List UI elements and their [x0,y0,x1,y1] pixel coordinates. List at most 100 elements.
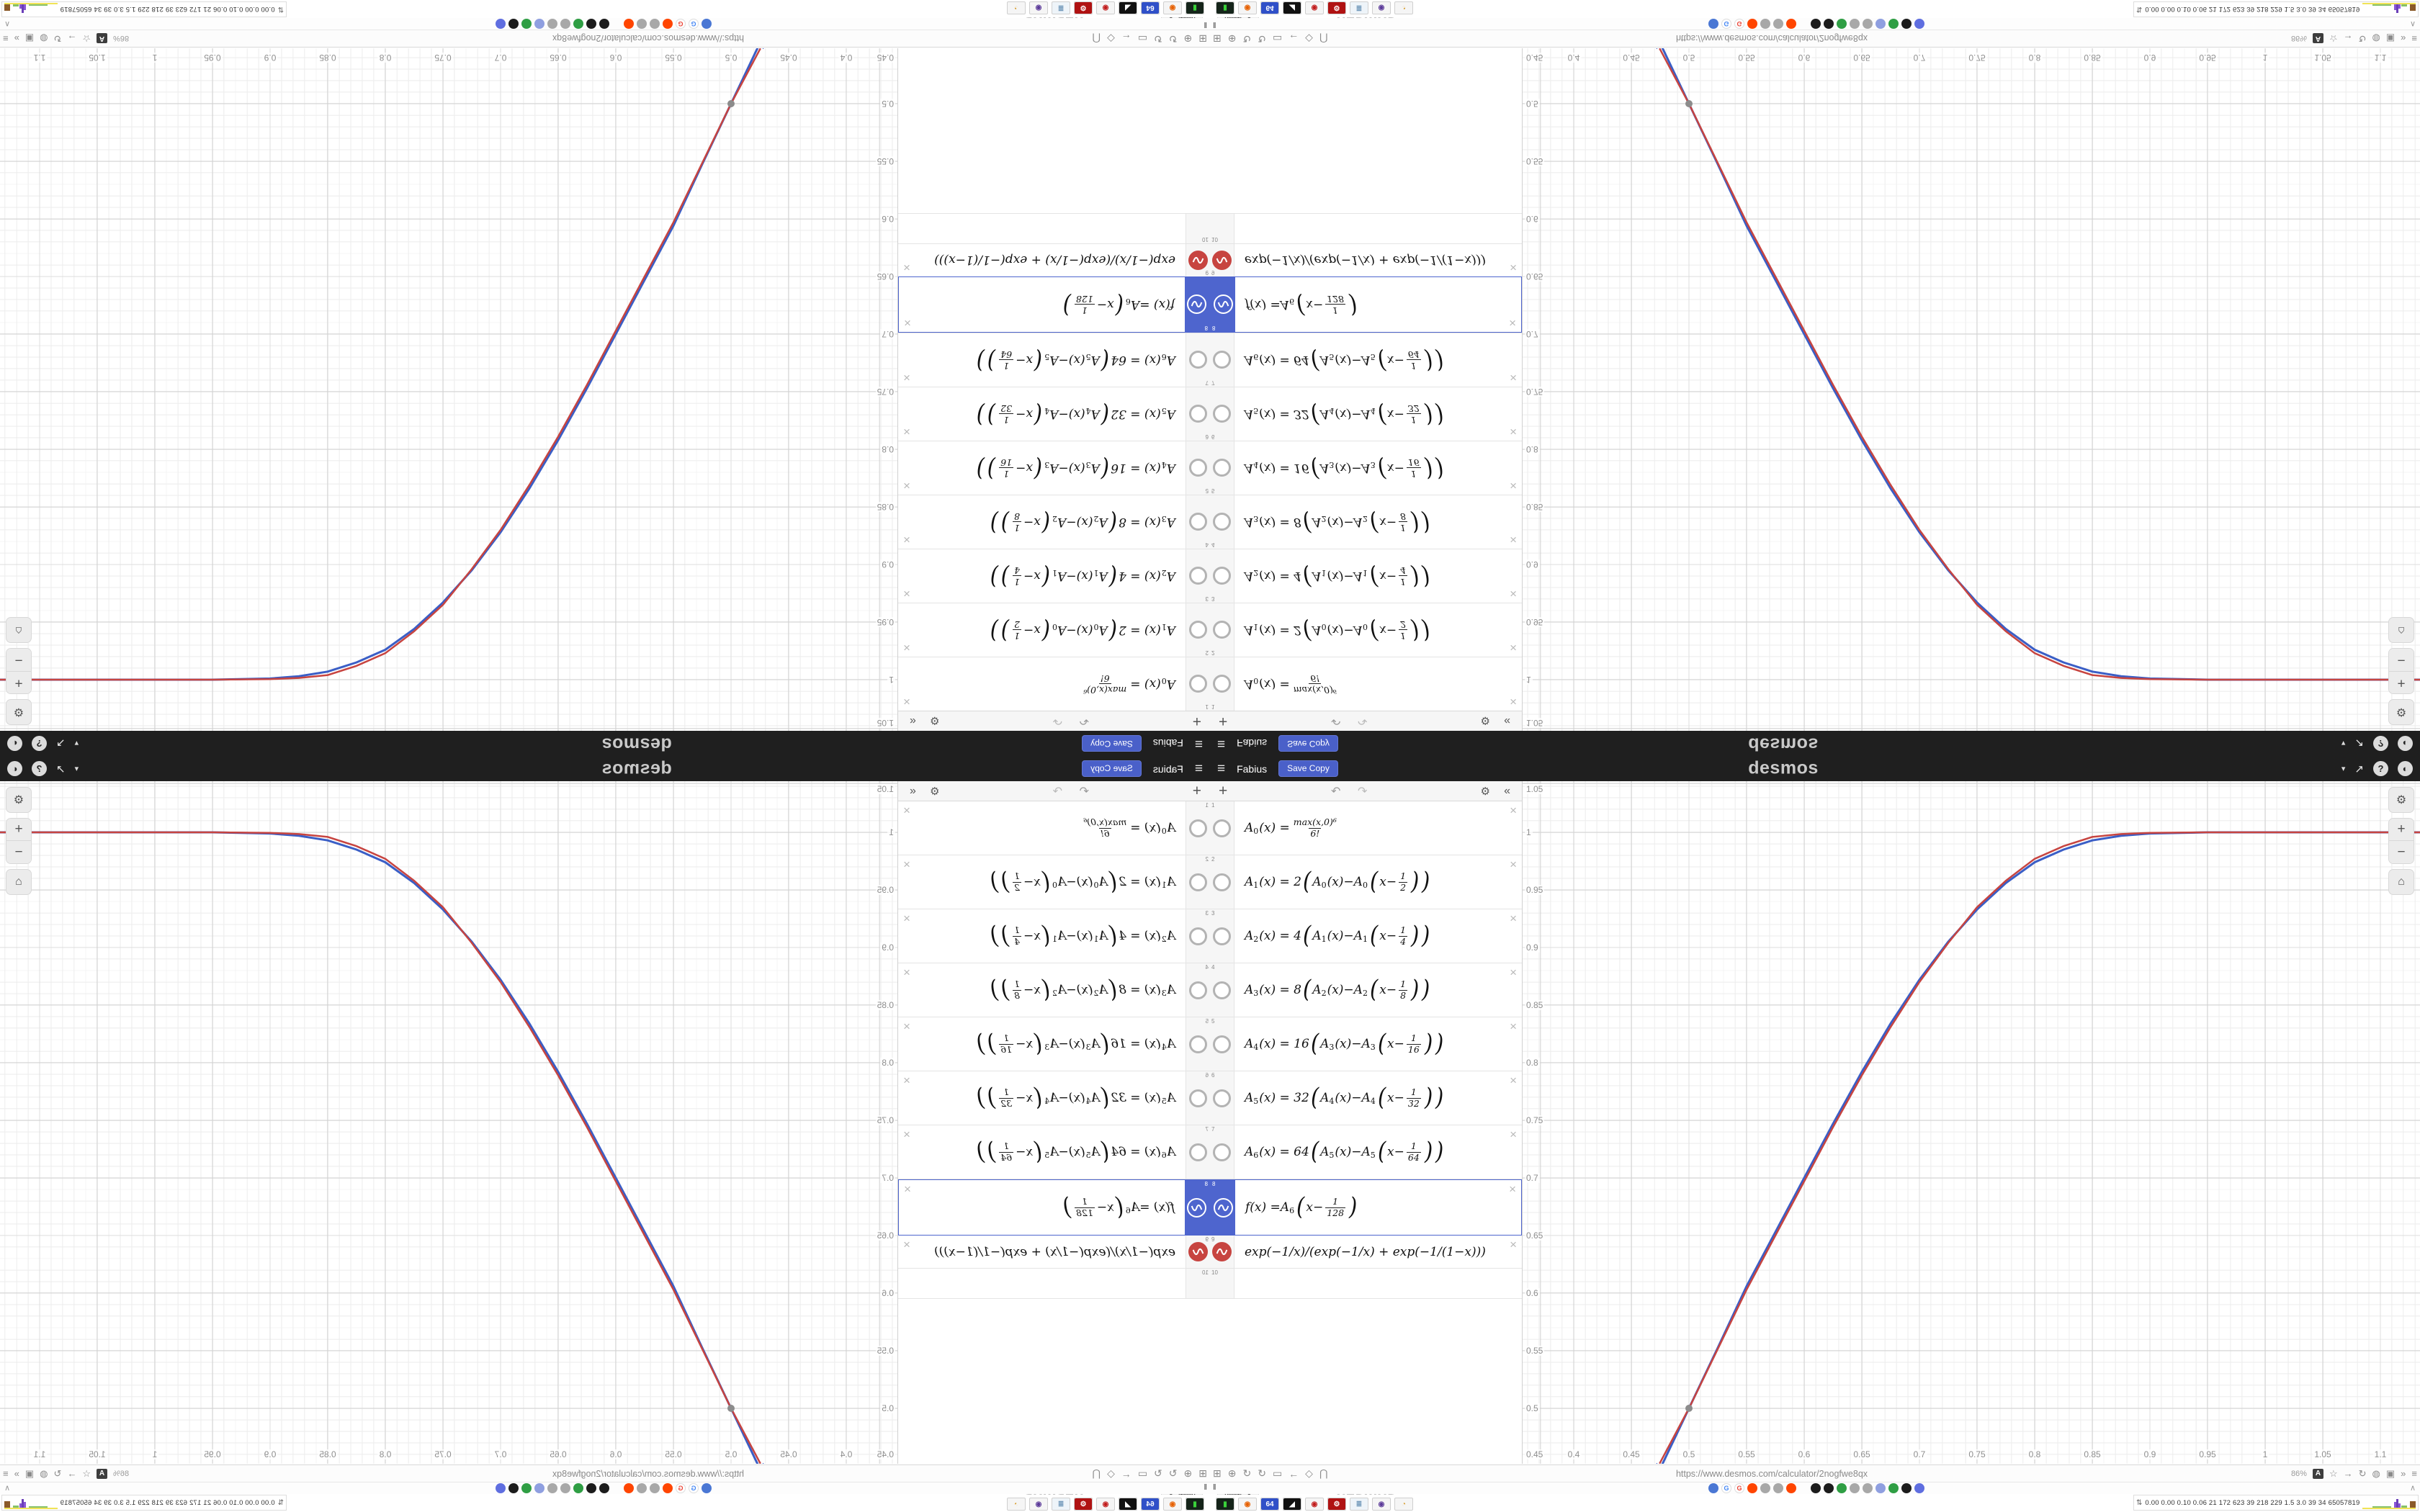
overflow-chevrons-icon[interactable]: » [14,1468,19,1479]
delete-expression-icon[interactable]: × [1510,261,1517,274]
forward-icon[interactable]: → [67,1468,77,1479]
notepad-app-icon[interactable]: ≣ [1052,1498,1070,1511]
firefox-app-icon[interactable]: ◉ [1238,1498,1257,1511]
list-settings-icon[interactable]: ⚙ [930,714,940,727]
expression-row[interactable]: 1 A 0 (x) = max(x,0)⁶ 6! × [898,657,1210,711]
expression-content[interactable]: A 6 (x) = 64(A 5 (x) − A 5(x − 1 64)) [1234,1125,1505,1179]
expression-row[interactable]: 9 exp(−1/x)/(exp(−1/x) + exp(−1/(1−x))) × [898,1236,1210,1269]
chat-blue-favicon[interactable] [702,19,712,29]
delete-expression-icon[interactable]: × [1510,1020,1517,1033]
language-globe-icon[interactable]: ◐ [7,736,22,751]
expression-gutter[interactable]: 10 [1210,1269,1234,1298]
reload-icon[interactable]: ↻ [1242,1467,1252,1479]
expression-content[interactable] [1234,1269,1505,1298]
reddit-favicon[interactable] [1786,1483,1796,1493]
expression-row[interactable]: 4 A 3 (x) = 8(A 2 (x) − A 2(x − 1 8)) × [898,963,1210,1017]
hidden-curve-circle-icon[interactable] [1189,459,1207,477]
globe-extension-icon[interactable]: ◍ [40,1467,48,1479]
globe-circle-icon[interactable]: ⊕ [1183,33,1193,45]
reddit-favicon[interactable] [1786,19,1796,29]
expression-content[interactable]: exp(−1/x)/(exp(−1/x) + exp(−1/(1−x))) [915,244,1186,276]
list-settings-icon[interactable]: ⚙ [930,785,940,798]
google-favicon[interactable]: G [689,19,699,29]
floppy-64-app-icon[interactable]: 64 [1141,1,1160,14]
translate-icon[interactable]: A [97,1468,108,1479]
red-gear-app-icon[interactable]: ⚙ [1074,1,1093,14]
delete-expression-icon[interactable]: × [903,804,910,817]
url-field[interactable]: https://www.desmos.com/calculator/2nogfw… [552,33,745,44]
overflow-chevrons-icon[interactable]: » [14,33,19,44]
red-gear-app-icon[interactable]: ⚙ [1074,1498,1093,1511]
extensions-puzzle-icon[interactable]: ▣ [24,33,35,45]
delete-expression-icon[interactable]: × [903,1238,910,1251]
save-copy-button[interactable]: Save Copy [1082,734,1142,752]
account-dropdown-icon[interactable]: ▾ [74,765,79,773]
graph-title[interactable]: Fabius [1237,762,1268,775]
language-globe-icon[interactable]: ◐ [2398,736,2413,751]
chevron-up-icon[interactable]: ∧ [2409,19,2416,28]
dark-barrel-favicon[interactable] [1824,19,1834,29]
back-arrow-icon[interactable]: ← [1289,1467,1299,1480]
lavender-globe-favicon[interactable] [534,1483,544,1493]
desmos-wordmark[interactable]: desmos [601,757,672,778]
expression-content[interactable]: A 2 (x) = 4(A 1 (x) − A 1(x − 1 4)) [915,549,1186,603]
expression-gutter[interactable]: 10 [1210,214,1234,243]
expression-gutter[interactable]: 10 [1186,214,1210,243]
expression-gutter[interactable]: 1 [1210,657,1234,711]
smoothstep-curve-red[interactable] [1659,831,2420,1464]
help-icon[interactable]: ? [32,761,47,776]
reload-icon-2[interactable]: ↻ [1258,33,1266,45]
page-icon[interactable]: ▭ [1272,1467,1283,1479]
zoom-in-button[interactable]: + [2389,671,2414,693]
hidden-curve-circle-icon[interactable] [1189,873,1207,891]
google-favicon[interactable]: G [1721,1483,1731,1493]
delete-expression-icon[interactable]: × [903,966,910,979]
browser-menu-icon[interactable]: ≡ [3,33,9,44]
owl-purple-app-icon[interactable]: ◉ [1372,1,1391,14]
owl-purple-app-icon[interactable]: ◉ [1372,1498,1391,1511]
translate-icon[interactable]: A [2312,33,2323,44]
expression-content[interactable]: A 5 (x) = 32(A 4 (x) − A 4(x − 1 32)) [915,1071,1186,1125]
floppy-64-app-icon[interactable]: 64 [1141,1498,1160,1511]
gray-animal-favicon[interactable] [547,1483,557,1493]
graph-paper[interactable]: ⚙ + − ⌂ 0.4 0.45 0.5 0.55 0.6 0.65 0.7 0.75 0.8 0… [0,781,897,1464]
delete-expression-icon[interactable]: × [1510,804,1517,817]
hamburger-menu-icon[interactable]: ≡ [1194,761,1203,776]
zoom-out-button[interactable]: − [2389,841,2414,863]
zoom-in-button[interactable]: + [6,819,31,841]
list-settings-icon[interactable]: ⚙ [1480,714,1490,727]
expression-content[interactable]: A 5 (x) = 32(A 4 (x) − A 4(x − 1 32)) [1234,1071,1505,1125]
google-favicon[interactable]: G [1721,19,1731,29]
expression-gutter[interactable]: 9 [1210,1236,1234,1268]
browser-menu-icon[interactable]: ≡ [2411,1468,2417,1479]
globe-circle-icon[interactable]: ⊕ [1183,1467,1193,1479]
expression-content[interactable]: A 0 (x) = max(x,0)⁶ 6! [915,801,1186,855]
expression-row[interactable]: 2 A 1 (x) = 2(A 0 (x) − A 0(x − 1 2)) × [898,855,1210,909]
delete-expression-icon[interactable]: × [1510,912,1517,925]
red-gear-app-icon[interactable]: ⚙ [1327,1,1346,14]
hidden-curve-circle-icon[interactable] [1213,621,1231,639]
green-wave-favicon[interactable] [521,1483,532,1493]
forward-icon[interactable]: → [2343,33,2353,44]
green-wave-favicon[interactable] [573,19,583,29]
delete-expression-icon[interactable]: × [903,425,910,438]
firefox-app-icon[interactable]: ◉ [1238,1,1257,14]
pause-bars-icon[interactable]: ‖ [1204,20,1207,29]
reddit-favicon[interactable] [624,19,634,29]
smoothstep-curve-red[interactable] [0,831,761,1464]
gray-animal-favicon[interactable] [1773,1483,1783,1493]
globe-circle-icon[interactable]: ⊕ [1227,1467,1237,1479]
expression-gutter[interactable]: 4 [1210,963,1234,1017]
hidden-curve-circle-icon[interactable] [1213,873,1231,891]
expression-content[interactable]: A 1 (x) = 2(A 0 (x) − A 0(x − 1 2)) [915,855,1186,909]
hidden-curve-circle-icon[interactable] [1213,981,1231,999]
green-wave-favicon[interactable] [1837,1483,1847,1493]
zoom-in-button[interactable]: + [6,671,31,693]
forward-icon[interactable]: → [67,33,77,44]
expression-row[interactable]: 2 A 1 (x) = 2(A 0 (x) − A 0(x − 1 2)) × [1210,603,1522,657]
hidden-curve-circle-icon[interactable] [1213,513,1231,531]
expression-gutter[interactable]: 6 [1210,387,1234,441]
delete-expression-icon[interactable]: × [1510,479,1517,492]
lavender-globe-favicon[interactable] [1876,19,1886,29]
collapse-panel-icon[interactable]: « [910,784,916,797]
